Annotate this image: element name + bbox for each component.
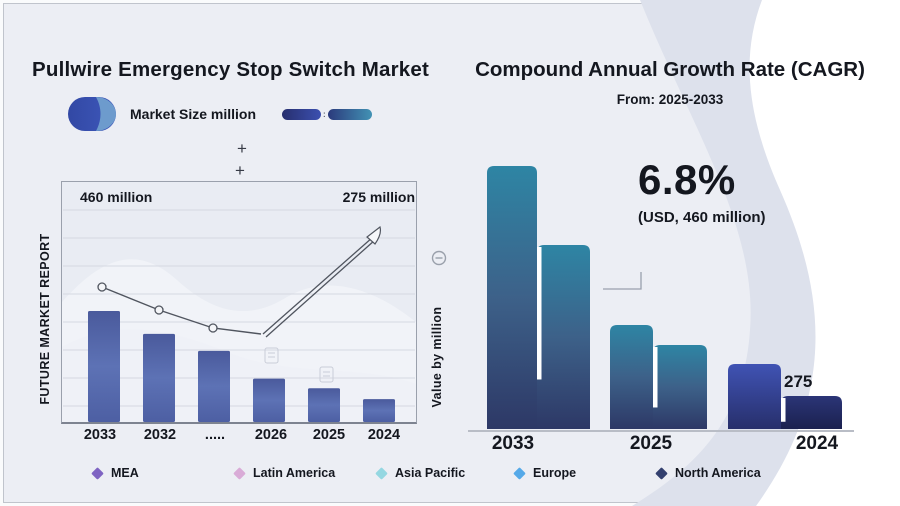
legend-item-north-america: North America bbox=[655, 466, 761, 480]
cagr-note: (USD, 460 million) bbox=[638, 209, 766, 226]
bar-2024-b bbox=[781, 396, 842, 429]
right-chart-title: Compound Annual Growth Rate (CAGR) bbox=[475, 58, 865, 81]
market-size-label: Market Size million bbox=[130, 106, 257, 122]
bar-2025-b bbox=[653, 345, 707, 429]
diamond-swatch-icon bbox=[513, 466, 526, 480]
right-chart-subtitle: From: 2025-2033 bbox=[616, 92, 724, 107]
trend-line bbox=[101, 286, 262, 335]
year-label-2026: 2026 bbox=[254, 427, 288, 443]
cagr-value: 6.8% bbox=[638, 156, 736, 203]
year-label-2033: 2033 bbox=[491, 433, 535, 454]
step-corner-icon bbox=[603, 272, 642, 290]
arrowhead-icon bbox=[366, 225, 382, 245]
bar-2032 bbox=[143, 333, 175, 422]
zoom-out-icon bbox=[431, 250, 447, 266]
bar-2026 bbox=[253, 378, 285, 422]
bar-2033 bbox=[88, 311, 120, 422]
trend-marker bbox=[208, 323, 218, 333]
clipboard-icon bbox=[319, 366, 334, 383]
right-bar-chart bbox=[468, 166, 854, 432]
left-chart-title: Pullwire Emergency Stop Switch Market bbox=[32, 58, 430, 81]
year-label-2025: 2025 bbox=[312, 427, 346, 443]
market-size-legend: Market Size million : bbox=[66, 94, 372, 134]
clipboard-icon bbox=[264, 347, 279, 364]
year-label-2024: 2024 bbox=[795, 433, 839, 454]
background-white-wedge bbox=[749, 0, 900, 506]
bar-2033-a bbox=[487, 166, 537, 429]
gradient-pill-1 bbox=[282, 108, 322, 120]
year-label-2024: 2024 bbox=[367, 427, 401, 443]
plus-icon: + bbox=[237, 139, 247, 158]
bar-2024-a bbox=[728, 364, 781, 429]
plus-icon: + bbox=[235, 161, 245, 180]
gradient-pill-2 bbox=[327, 108, 372, 120]
bar-annotation-275: 275 bbox=[784, 372, 813, 391]
legend-item-asia-pacific: Asia Pacific bbox=[375, 466, 466, 480]
legend-item-europe: Europe bbox=[513, 466, 577, 480]
bar-2025-a bbox=[610, 325, 653, 429]
side-watermark-label: FUTURE MARKET REPORT bbox=[38, 233, 52, 405]
pill-separator: : bbox=[323, 109, 326, 119]
bar-2025 bbox=[308, 388, 340, 422]
arrow-shaft bbox=[265, 239, 376, 338]
legend-item-mea: MEA bbox=[91, 466, 139, 480]
legend-label: Asia Pacific bbox=[395, 466, 466, 480]
bar-2033-b bbox=[537, 245, 590, 429]
bar-gap bbox=[781, 398, 786, 422]
y-axis-label: Value by million bbox=[430, 306, 444, 408]
bar-2024 bbox=[363, 399, 395, 422]
bar-..... bbox=[198, 350, 230, 422]
arrow-shaft bbox=[262, 236, 374, 335]
left-chart-year-axis: 2033 2032..... 2026 2025 2024 bbox=[0, 427, 900, 447]
bar-gap bbox=[653, 347, 658, 408]
trend-marker bbox=[154, 305, 164, 315]
year-label-2025: 2025 bbox=[629, 433, 673, 454]
year-label-dotdotdotdotdot: ..... bbox=[204, 427, 226, 443]
year-label-2033: 2033 bbox=[83, 427, 117, 443]
diamond-swatch-icon bbox=[375, 466, 388, 480]
trend-marker bbox=[97, 282, 107, 292]
legend-label: Latin America bbox=[253, 466, 336, 480]
annotation-460-million: 460 million bbox=[80, 189, 153, 205]
diamond-swatch-icon bbox=[655, 466, 668, 480]
left-bar-chart bbox=[62, 209, 416, 422]
annotation-275-million: 275 million bbox=[342, 189, 415, 205]
diamond-swatch-icon bbox=[233, 466, 246, 480]
right-chart-year-axis: 2033 2025 2024 bbox=[0, 433, 900, 457]
year-label-2032: 2032 bbox=[143, 427, 177, 443]
legend-label: North America bbox=[675, 466, 761, 480]
legend-label: Europe bbox=[533, 466, 577, 480]
bar-gap bbox=[537, 247, 542, 380]
left-chart-panel bbox=[61, 181, 417, 424]
diamond-swatch-icon bbox=[91, 466, 104, 480]
legend-label: MEA bbox=[111, 466, 139, 480]
cylinder-3d-icon bbox=[68, 97, 116, 131]
gradient-pills: : bbox=[282, 108, 372, 120]
legend-item-latin-america: Latin America bbox=[233, 466, 336, 480]
